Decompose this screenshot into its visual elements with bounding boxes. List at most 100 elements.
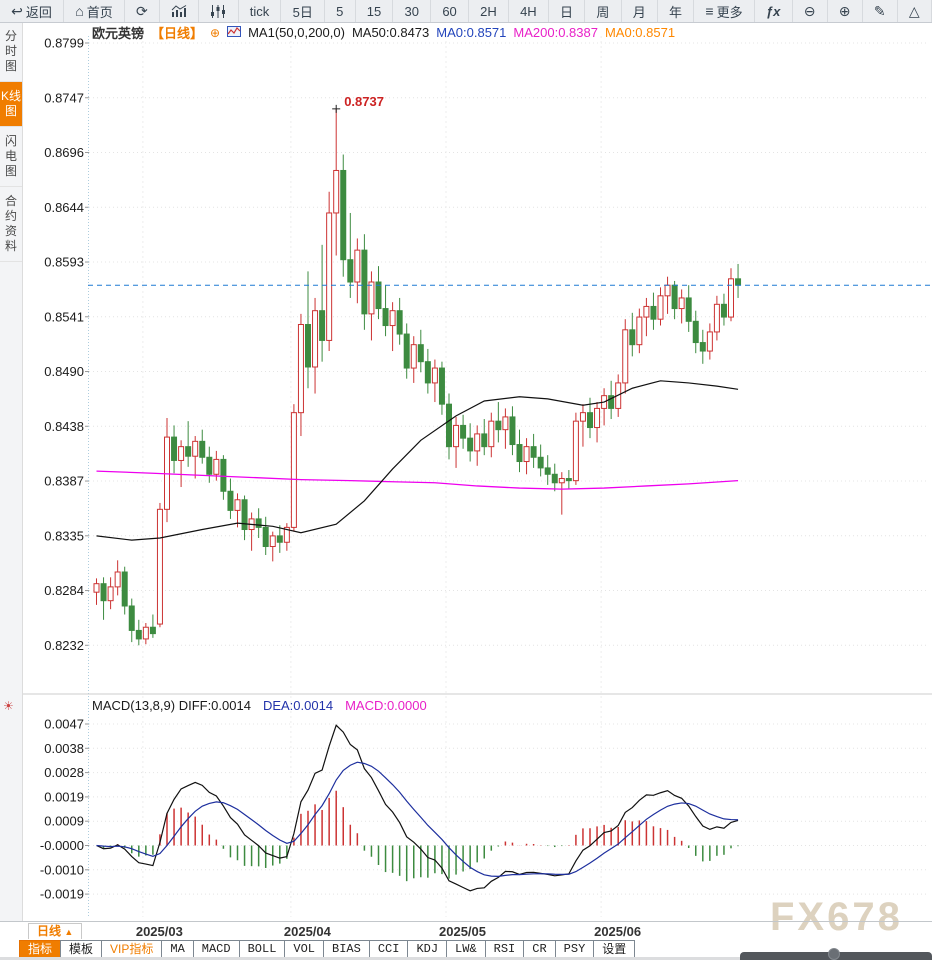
home-icon: ⌂ (75, 3, 84, 19)
price-axis-label: 0.8593 (44, 255, 84, 270)
macd-axis-label: 0.0028 (44, 765, 84, 780)
macd-header: MACD(13,8,9) DIFF:0.0014 DEA:0.0014 MACD… (92, 698, 427, 713)
candlestick-series (93, 108, 742, 646)
toolbar-fx-button[interactable]: ƒx (755, 0, 793, 22)
indicator-tab-bar: 指标 模板 VIP指标 MA MACD BOLL VOL BIAS CCI KDJ LW& RSI CR… (0, 939, 932, 960)
toolbar-day-button[interactable]: 日 (549, 0, 586, 22)
x-axis-label: 2025/06 (594, 924, 642, 939)
sidebar-item-kline-chart[interactable]: K线图 (0, 82, 22, 127)
period-selector[interactable]: 日线 ▲ (28, 923, 83, 940)
tab-indicator[interactable]: 指标 (19, 940, 62, 958)
period-selector-label: 日线 (37, 924, 62, 938)
price-axis-label: 0.8696 (44, 145, 84, 160)
toolbar-home-label: 首页 (86, 4, 113, 20)
toolbar-zoom-in-icon[interactable]: ⊕ (828, 0, 863, 22)
tab-bias[interactable]: BIAS (323, 940, 370, 958)
ma0-value-orange: MA0:0.8571 (604, 25, 676, 40)
ma200-line (96, 470, 739, 490)
sidebar-item-contract-info[interactable]: 合约资料 (0, 187, 22, 262)
tab-settings[interactable]: 设置 (593, 940, 636, 958)
toolbar-year-label: 年 (669, 4, 683, 20)
toolbar-year-button[interactable]: 年 (658, 0, 695, 22)
toolbar-fx-label: ƒx (765, 3, 781, 19)
toolbar-back-button[interactable]: ↩ 返回 (0, 0, 65, 22)
toolbar-home-button[interactable]: ⌂ 首页 (64, 0, 125, 22)
toolbar-m5-label: 5 (336, 3, 344, 19)
toolbar-m15-button[interactable]: 15 (356, 0, 394, 22)
toolbar-zoom-out-icon[interactable]: ⊖ (793, 0, 828, 22)
macd-axis-label: -0.0000 (40, 838, 84, 853)
pencil-icon: ✎ (873, 3, 886, 19)
add-indicator-icon[interactable]: ⊕ (210, 25, 221, 40)
toolbar-week-button[interactable]: 周 (585, 0, 622, 22)
toolbar-candles-icon[interactable] (199, 0, 239, 22)
price-gridlines (85, 42, 926, 646)
tab-psy[interactable]: PSY (554, 940, 595, 958)
macd-histogram (102, 790, 739, 882)
price-axis-label: 0.8541 (44, 309, 84, 324)
price-axis-label: 0.8232 (44, 638, 84, 653)
price-axis-label: 0.8799 (44, 36, 84, 51)
tab-lw[interactable]: LW& (446, 940, 486, 958)
indicator-sun-icon: ☀ (3, 699, 14, 713)
toolbar-5d-button[interactable]: 5日 (281, 0, 325, 22)
tab-template[interactable]: 模板 (60, 940, 103, 958)
taskbar-knob (828, 948, 840, 960)
toolbar-m5-button[interactable]: 5 (325, 0, 356, 22)
toolbar-shape-icon[interactable]: △ (898, 0, 932, 22)
tab-kdj[interactable]: KDJ (407, 940, 448, 958)
ma50-line (96, 380, 739, 541)
toolbar-m60-button[interactable]: 60 (431, 0, 469, 22)
toolbar-tick-button[interactable]: tick (239, 0, 282, 22)
toolbar-tick-label: tick (249, 3, 270, 19)
toolbar-day-label: 日 (560, 4, 574, 20)
chevron-up-icon: ▲ (64, 927, 74, 937)
tab-vol[interactable]: VOL (284, 940, 325, 958)
chart-type-sidebar: 分时图 K线图 闪电图 合约资料 (0, 22, 23, 921)
x-axis-label: 2025/04 (283, 924, 331, 939)
toolbar-more-button[interactable]: ≡ 更多 (694, 0, 755, 22)
back-arrow-icon: ↩ (11, 3, 23, 19)
ma50-value: MA50:0.8473 (351, 25, 430, 40)
macd-axis-labels: 0.0047 0.0038 0.0028 0.0019 0.0009 -0.0000 -0.… (40, 717, 84, 902)
month-gridlines (142, 36, 602, 917)
toolbar-month-label: 月 (632, 4, 646, 20)
macd-axis-label: 0.0047 (44, 717, 84, 732)
toolbar-h2-button[interactable]: 2H (469, 0, 509, 22)
toolbar-h4-button[interactable]: 4H (509, 0, 549, 22)
macd-value: MACD:0.0000 (345, 698, 427, 713)
tab-cci[interactable]: CCI (368, 940, 409, 958)
toolbar-m30-button[interactable]: 30 (393, 0, 432, 22)
toolbar-more-label: 更多 (716, 4, 743, 20)
sidebar-item-lightning-chart[interactable]: 闪电图 (0, 127, 22, 187)
toolbar-draw-icon[interactable]: ✎ (863, 0, 898, 22)
toolbar-month-button[interactable]: 月 (622, 0, 658, 22)
tab-ma[interactable]: MA (161, 940, 194, 958)
x-axis-label: 2025/03 (135, 924, 183, 939)
toolbar-m30-label: 30 (404, 3, 419, 19)
sidebar-item-time-chart[interactable]: 分时图 (0, 22, 22, 82)
tab-cr[interactable]: CR (523, 940, 556, 958)
mini-chart-icon (227, 25, 242, 40)
menu-icon: ≡ (705, 3, 714, 19)
price-axis-label: 0.8438 (44, 419, 84, 434)
tab-boll[interactable]: BOLL (238, 940, 286, 958)
price-axis-label: 0.8335 (44, 528, 84, 543)
macd-gridlines (85, 723, 926, 895)
toolbar-week-label: 周 (596, 4, 610, 20)
tab-vip[interactable]: VIP指标 (101, 940, 163, 958)
tab-macd[interactable]: MACD (192, 940, 240, 958)
top-toolbar: ↩ 返回 ⌂ 首页 ⟳ tick 5日 5 15 30 60 2H 4H 日周月年 ≡ 更多 ƒx ⊖ ⊕ ✎ △ (0, 0, 932, 23)
taskbar-fragment (740, 948, 932, 960)
toolbar-refresh-icon[interactable]: ⟳ (125, 0, 160, 22)
price-axis-labels: 0.8799 0.8747 0.8696 0.8644 0.8593 0.8541 0.84… (44, 36, 84, 653)
tab-rsi[interactable]: RSI (484, 940, 525, 958)
zoom-in-icon: ⊕ (838, 3, 851, 19)
toolbar-stats-icon[interactable] (160, 0, 200, 22)
x-axis-row: 日线 ▲ 2025/03 2025/04 2025/05 2025/06 (0, 921, 932, 940)
macd-dea-line (96, 761, 739, 877)
macd-axis-label: 0.0019 (44, 789, 84, 804)
macd-diff-line (96, 724, 739, 892)
toolbar-h2-label: 2H (480, 3, 497, 19)
